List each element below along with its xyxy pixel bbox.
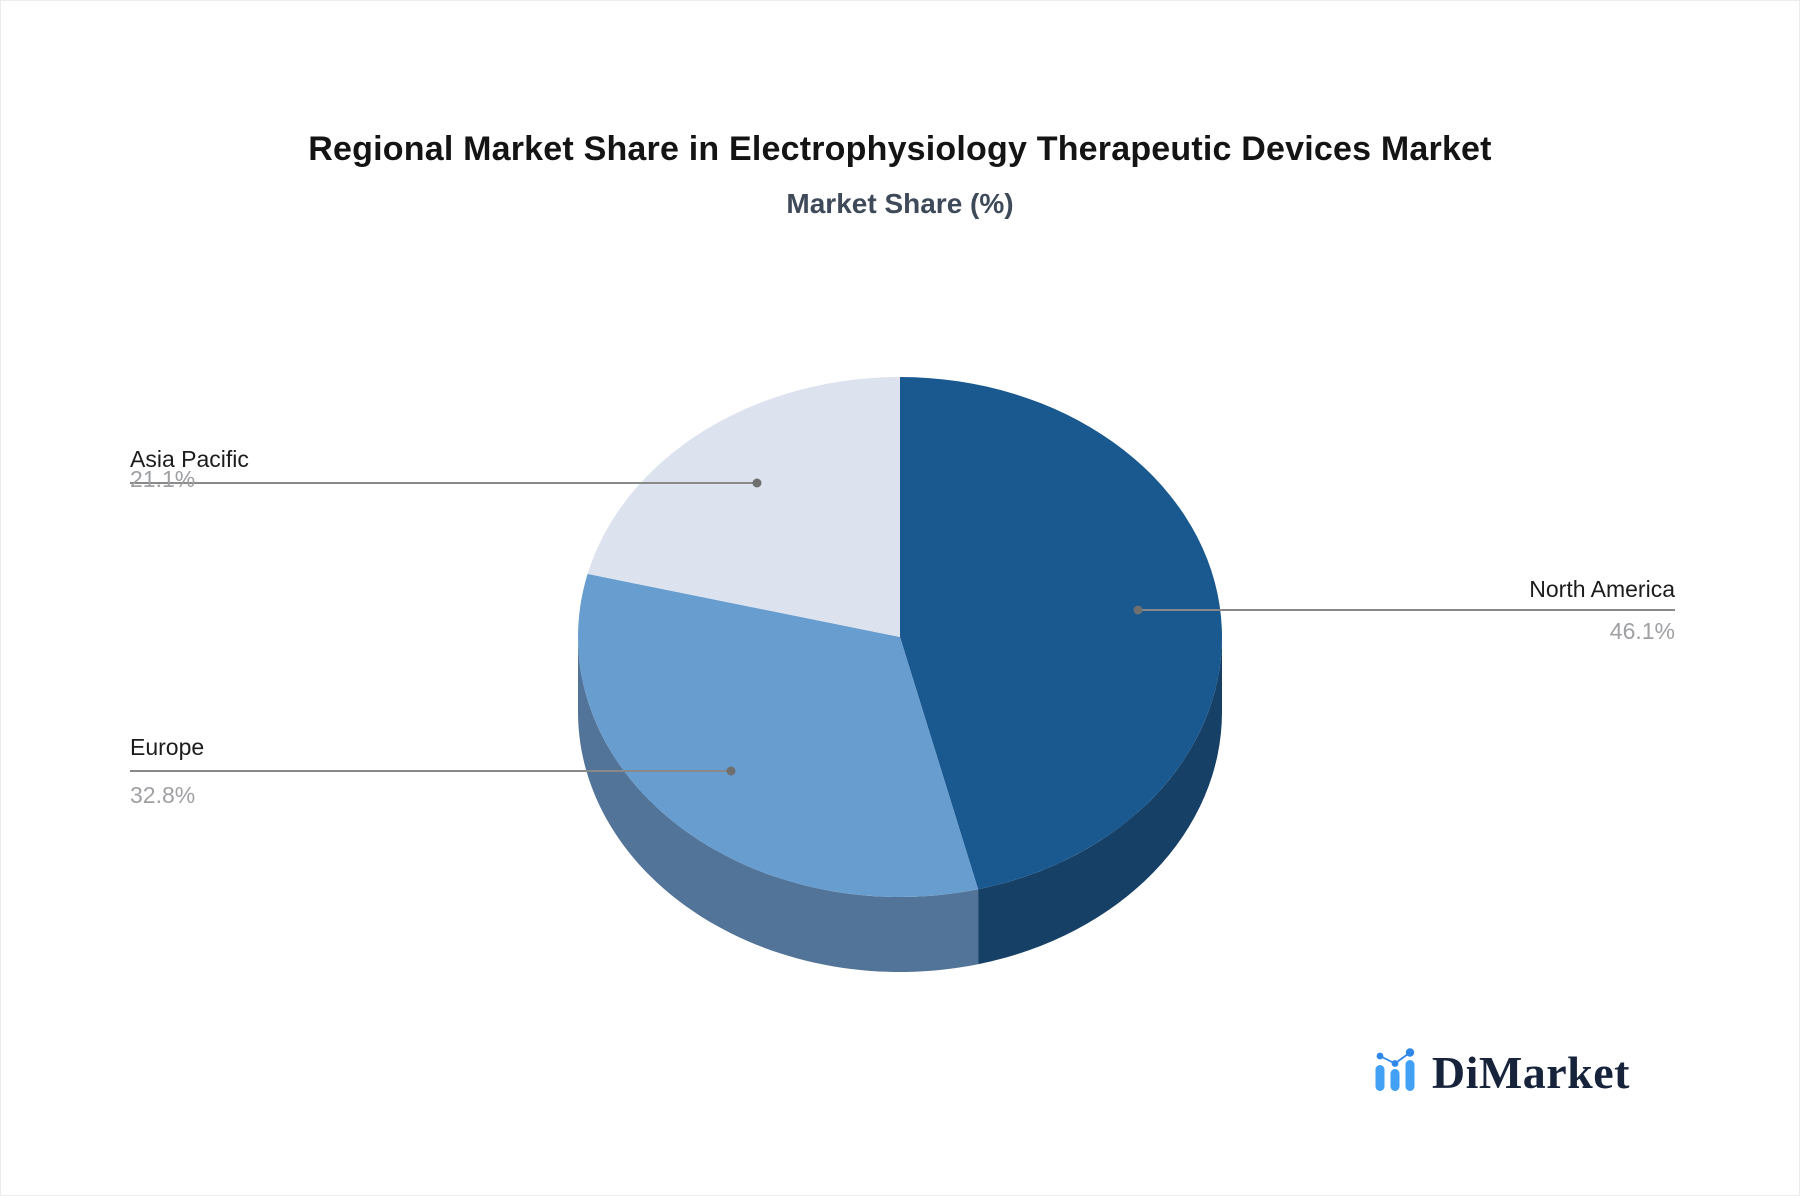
brand-logo: DiMarket [1373, 1046, 1630, 1098]
dimarket-logo-icon [1375, 1048, 1415, 1091]
leader-dot-europe [726, 766, 736, 776]
pie-slice-asia-pacific[interactable] [587, 377, 900, 637]
slice-label: Asia Pacific [130, 446, 249, 472]
slice-percent: 32.8% [130, 781, 196, 808]
logo-dot [1376, 1052, 1384, 1060]
slice-percent: 46.1% [1609, 617, 1675, 644]
slice-percent: 21.1% [130, 466, 196, 492]
leader-dot-asia-pacific [752, 478, 762, 488]
logo-dot [1405, 1048, 1415, 1057]
pie-slice-europe[interactable] [578, 573, 979, 897]
logo-bar [1390, 1069, 1400, 1091]
leader-dot-north-america [1133, 605, 1143, 615]
pie-slice-north-america[interactable] [900, 377, 1223, 890]
slice-label: North America [1529, 576, 1675, 602]
slice-label: Europe [130, 734, 205, 760]
chart-title: Regional Market Share in Electrophysiolo… [308, 130, 1492, 168]
label-asia-pacific: Asia Pacific . 21.1% [130, 446, 249, 494]
logo-dot [1391, 1060, 1399, 1067]
logo-bar [1405, 1060, 1415, 1091]
pie-slice-side-north-america [978, 637, 1222, 965]
logo-bar [1375, 1065, 1385, 1091]
chart-subtitle: Market Share (%) [786, 188, 1014, 219]
label-north-america: North America 46.1% [1529, 576, 1675, 645]
pie-slice-side-europe [578, 637, 979, 972]
brand-name: DiMarket [1431, 1046, 1630, 1098]
label-europe: Europe 32.8% [130, 734, 204, 809]
